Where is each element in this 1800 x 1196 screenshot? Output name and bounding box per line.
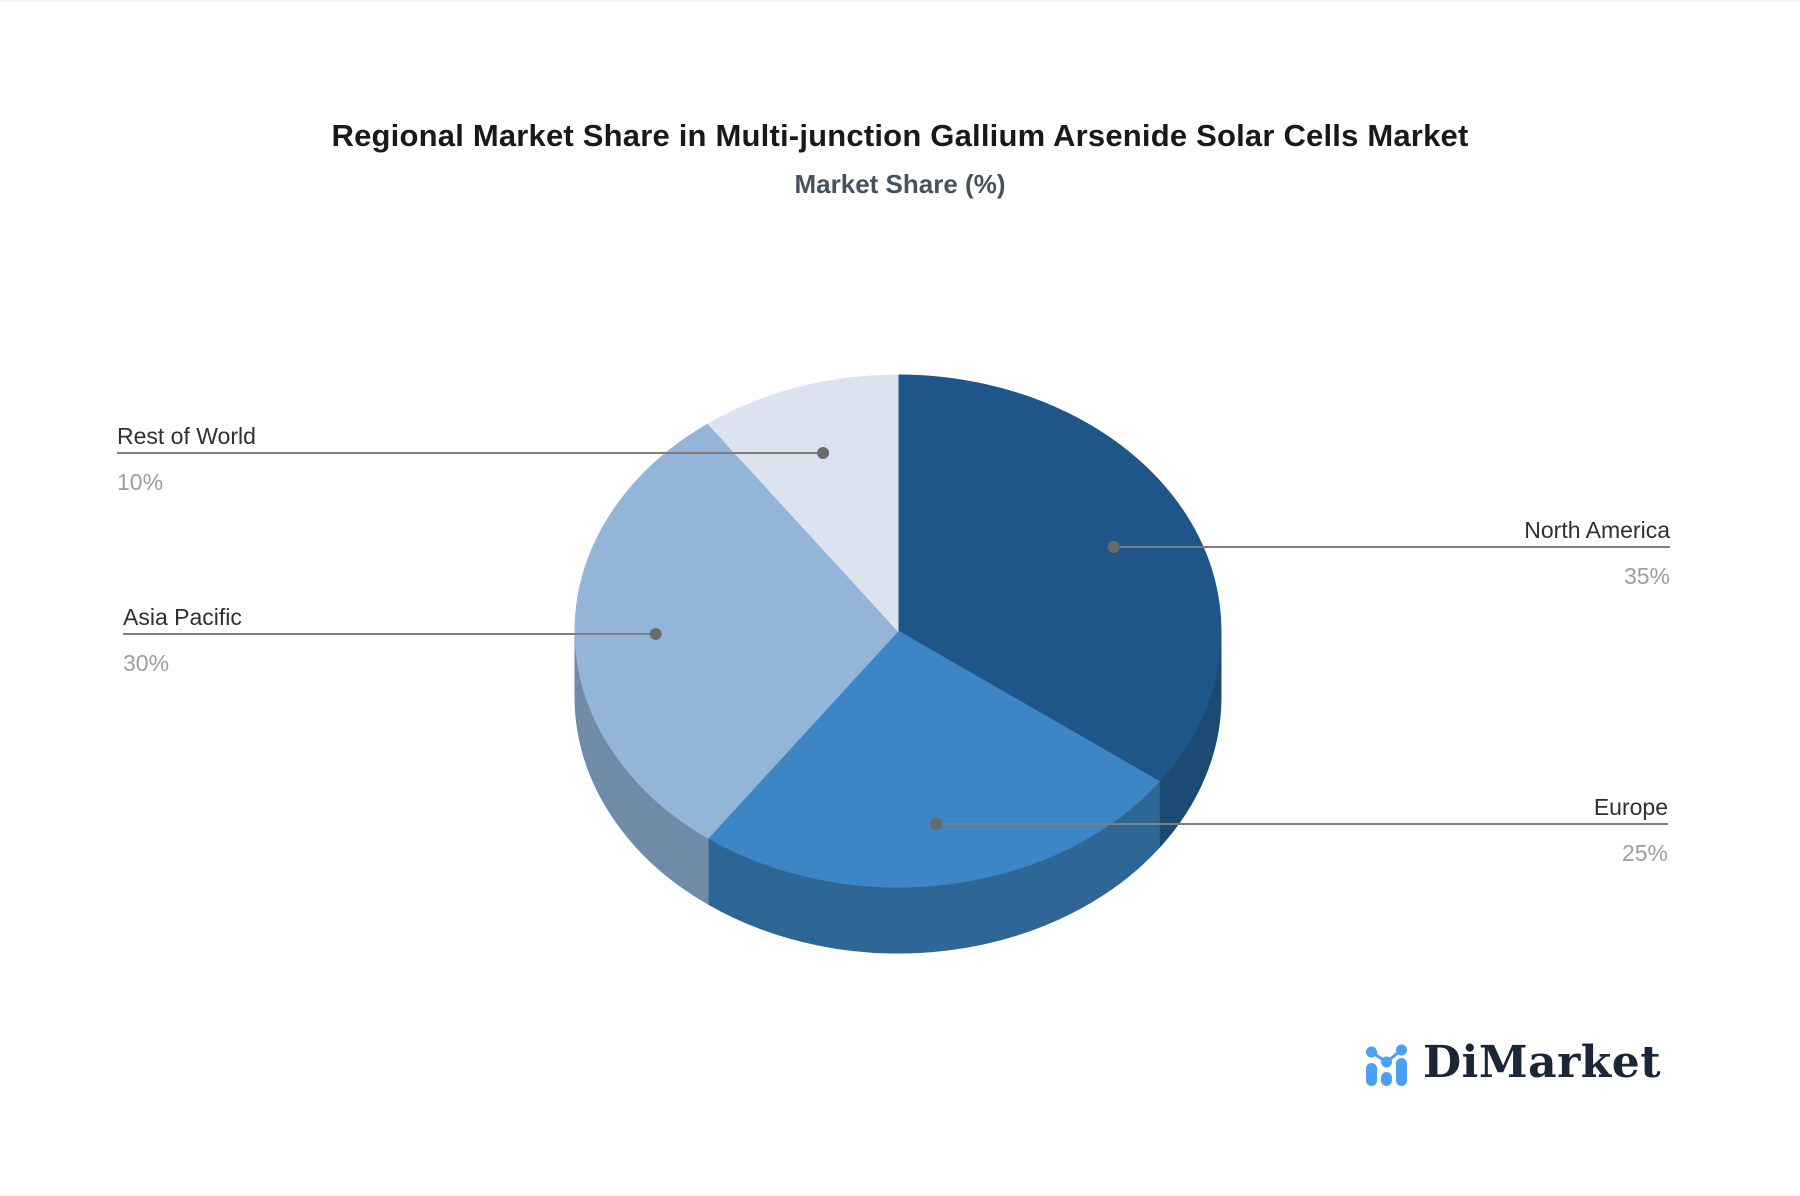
pie-slice-north-america xyxy=(897,374,1222,783)
slice-value: 10% xyxy=(117,469,164,495)
bar-chart-logo-icon xyxy=(1366,1044,1407,1086)
slice-label-rest-of-world: Rest of World 10% xyxy=(117,422,256,496)
slice-label-north-america: North America 35% xyxy=(1524,516,1670,590)
leader-dot-north-america xyxy=(1107,541,1120,553)
logo-dot-2 xyxy=(1381,1056,1392,1068)
pie-slice-asia-pacific xyxy=(574,423,899,839)
logo-text: DiMarket xyxy=(1423,1037,1662,1088)
leader-dot-rest-of-world xyxy=(817,447,830,459)
logo-bar-1 xyxy=(1366,1063,1377,1086)
slice-value: 35% xyxy=(1623,563,1670,589)
logo-dot-1 xyxy=(1366,1046,1377,1058)
slice-name: Europe xyxy=(1593,794,1668,820)
leader-dot-asia-pacific xyxy=(649,628,662,640)
slice-label-asia-pacific: Asia Pacific 30% xyxy=(123,603,242,677)
chart-title: Regional Market Share in Multi-junction … xyxy=(331,118,1469,153)
slice-value: 25% xyxy=(1621,840,1668,866)
dimarket-logo: DiMarket xyxy=(1364,1038,1661,1088)
logo-dot-3 xyxy=(1396,1044,1407,1056)
logo-bar-3 xyxy=(1396,1058,1407,1086)
pie-slice-europe xyxy=(707,630,1161,888)
bottom-edge-divider xyxy=(0,1194,1800,1196)
slice-name: Rest of World xyxy=(117,423,256,449)
top-edge-divider xyxy=(0,0,1800,2)
chart-subtitle: Market Share (%) xyxy=(794,169,1006,199)
logo-bar-2 xyxy=(1381,1072,1392,1086)
leader-dot-europe xyxy=(929,818,942,830)
pie-slice-rest-of-world xyxy=(707,374,899,633)
slice-name: Asia Pacific xyxy=(123,604,242,630)
slice-value: 30% xyxy=(123,650,170,676)
slice-name: North America xyxy=(1524,517,1670,543)
slice-label-europe: Europe 25% xyxy=(1594,793,1668,867)
